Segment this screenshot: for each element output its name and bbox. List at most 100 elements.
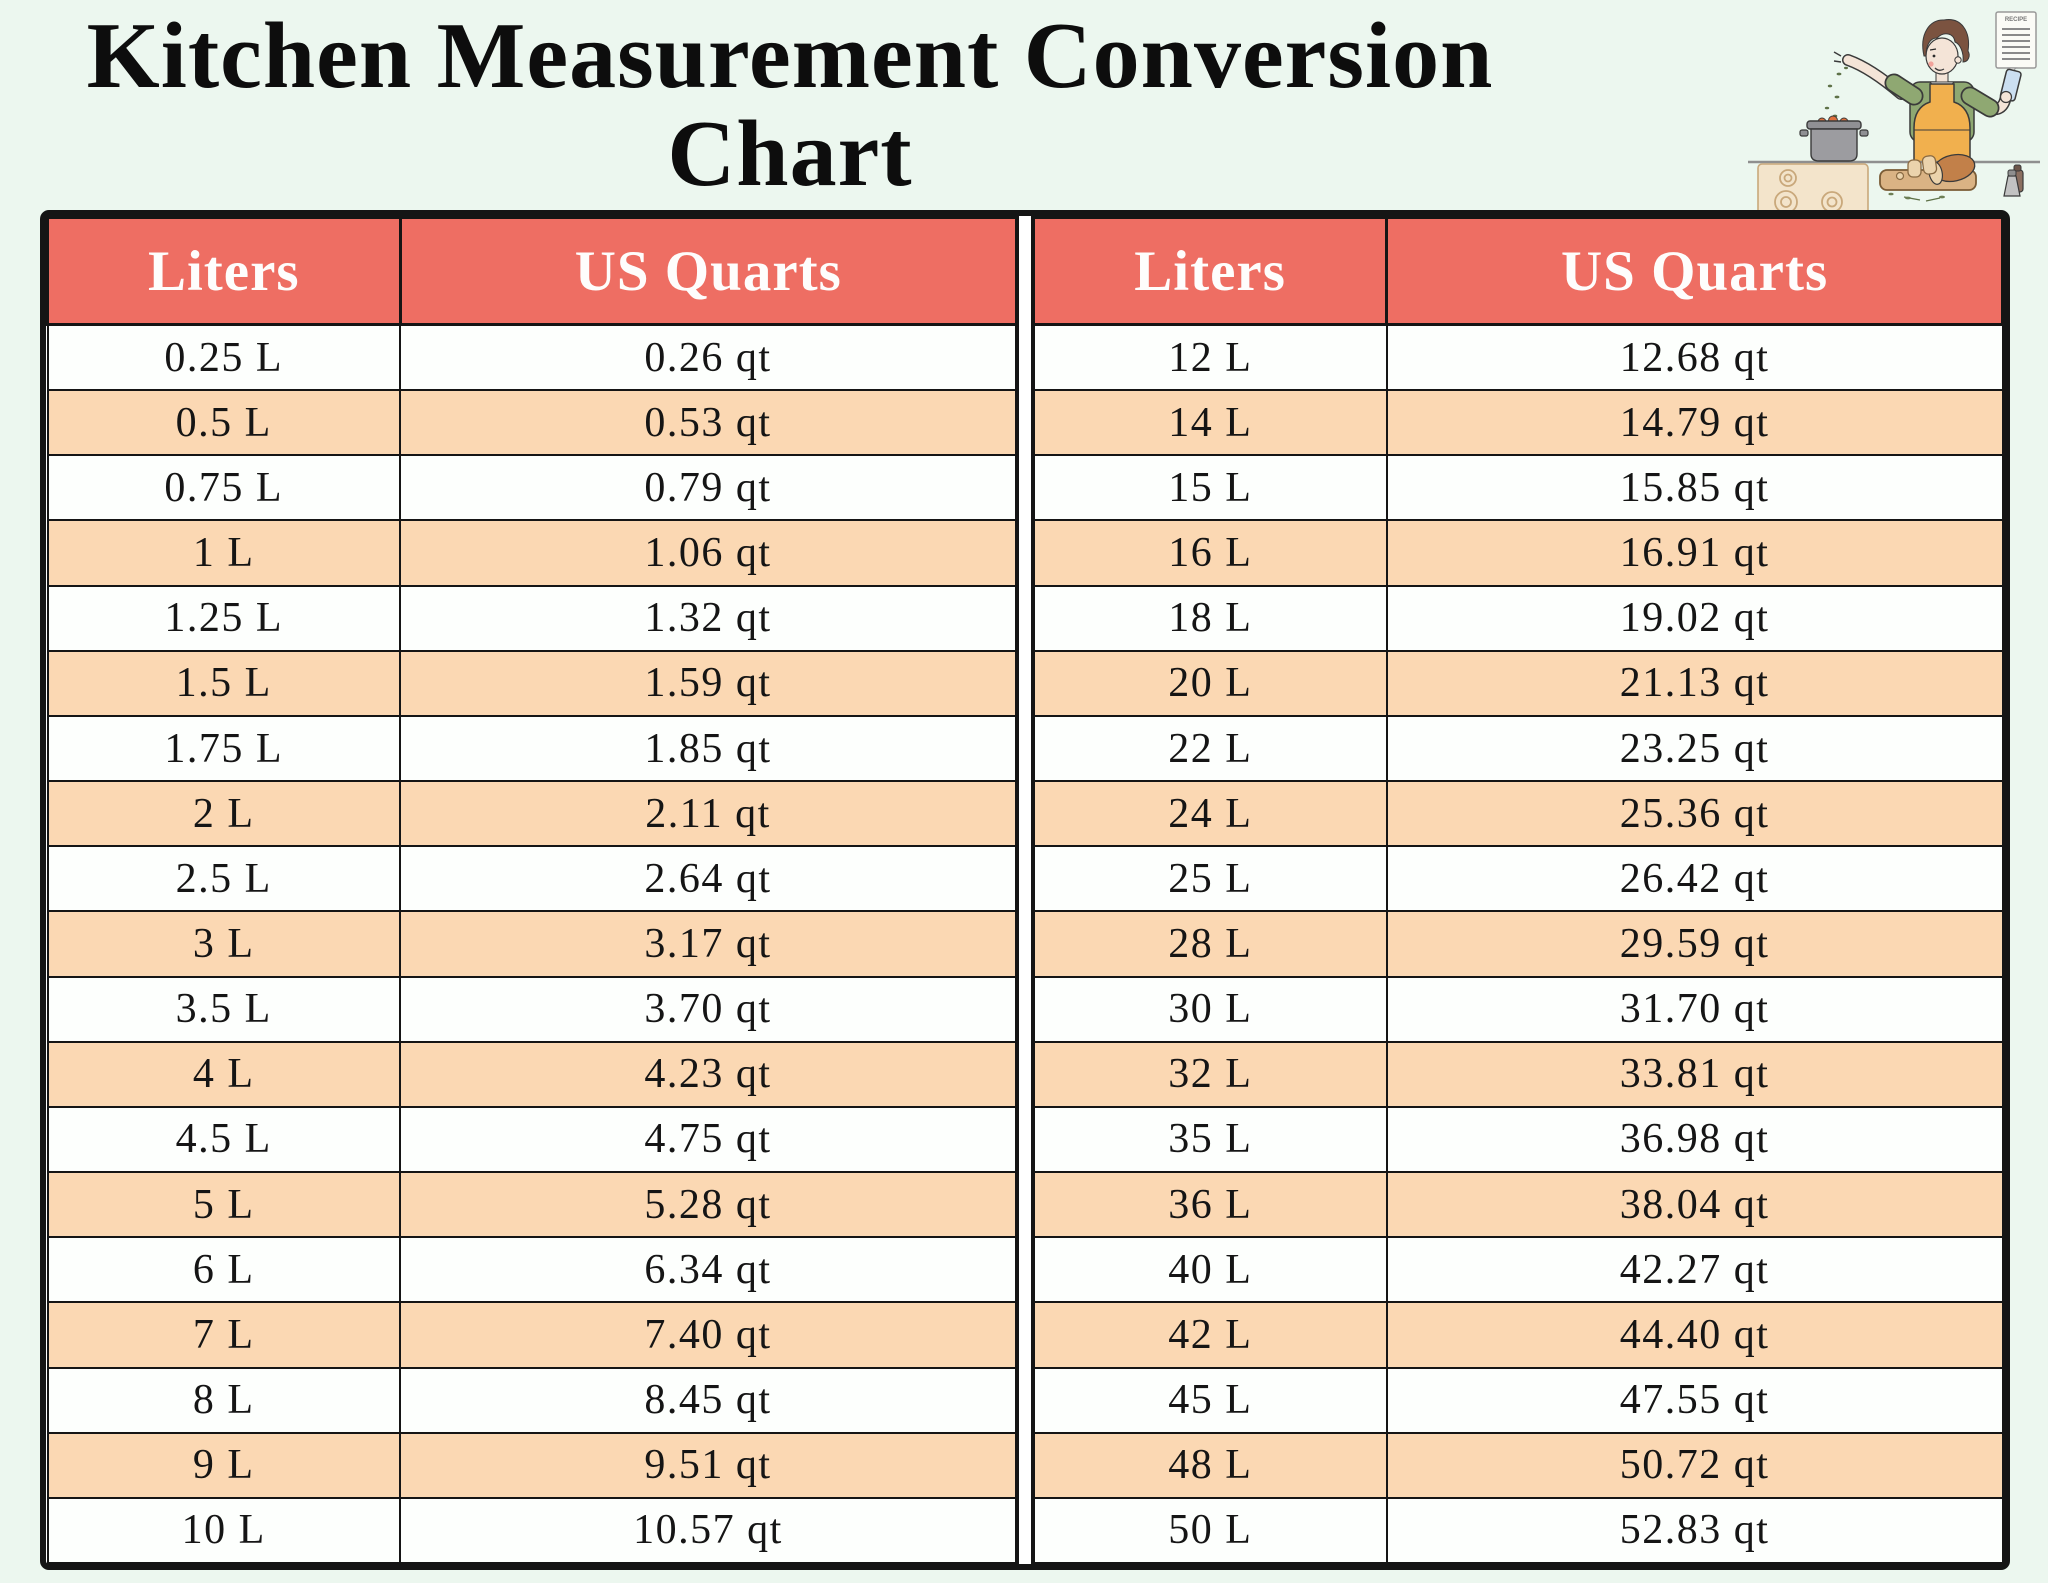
table-row: 2.5 L 2.64 qt	[46, 845, 1018, 913]
liters-cell: 4.5 L	[46, 1105, 402, 1174]
table-row: 16 L 16.91 qt	[1032, 519, 2004, 587]
table-row: 28 L 29.59 qt	[1032, 910, 2004, 978]
recipe-speech-bubble: RECIPE	[1995, 11, 2037, 81]
liters-cell: 25 L	[1032, 845, 1388, 913]
liters-cell: 18 L	[1032, 584, 1388, 652]
falling-herbs	[1824, 66, 1848, 118]
quarts-cell: 26.42 qt	[1385, 845, 2004, 913]
quarts-cell: 50.72 qt	[1385, 1431, 2004, 1499]
chef-figure	[1833, 19, 2022, 163]
quarts-cell: 19.02 qt	[1385, 584, 2004, 652]
table-row: 0.25 L 0.26 qt	[46, 323, 1018, 392]
table-row: 5 L 5.28 qt	[46, 1171, 1018, 1239]
table-row: 9 L 9.51 qt	[46, 1431, 1018, 1499]
table-row: 15 L 15.85 qt	[1032, 454, 2004, 522]
quarts-cell: 1.32 qt	[399, 584, 1018, 652]
quarts-cell: 12.68 qt	[1385, 323, 2004, 392]
table-row: 24 L 25.36 qt	[1032, 780, 2004, 848]
bread-slice	[1907, 159, 1922, 178]
liters-cell: 14 L	[1032, 389, 1388, 457]
liters-cell: 36 L	[1032, 1171, 1388, 1239]
quarts-cell: 44.40 qt	[1385, 1301, 2004, 1369]
table-row: 0.5 L 0.53 qt	[46, 389, 1018, 457]
recipe-label: RECIPE	[2005, 17, 2027, 23]
quarts-cell: 3.70 qt	[399, 975, 1018, 1043]
quarts-cell: 7.40 qt	[399, 1301, 1018, 1369]
liters-cell: 48 L	[1032, 1431, 1388, 1499]
conversion-table-right: Liters US Quarts 12 L 12.68 qt 14 L 14.79 q…	[1031, 216, 2004, 1565]
liters-cell: 6 L	[46, 1236, 402, 1304]
table-row: 30 L 31.70 qt	[1032, 975, 2004, 1043]
liters-cell: 1.75 L	[46, 714, 402, 783]
table-row: 40 L 42.27 qt	[1032, 1236, 2004, 1304]
quarts-cell: 0.79 qt	[399, 454, 1018, 522]
table-row: 12 L 12.68 qt	[1032, 323, 2004, 392]
stove	[1757, 163, 1869, 217]
table-row: 4 L 4.23 qt	[46, 1040, 1018, 1108]
quarts-cell: 4.23 qt	[399, 1040, 1018, 1108]
table-row: 3.5 L 3.70 qt	[46, 975, 1018, 1043]
head	[1925, 37, 1959, 75]
column-header-us-quarts: US Quarts	[1385, 216, 2004, 326]
hair	[1922, 19, 1970, 63]
table-row: 45 L 47.55 qt	[1032, 1366, 2004, 1434]
column-header-us-quarts: US Quarts	[398, 216, 1019, 326]
table-row: 32 L 33.81 qt	[1032, 1040, 2004, 1108]
table-row: 48 L 50.72 qt	[1032, 1431, 2004, 1499]
liters-cell: 28 L	[1032, 910, 1388, 978]
liters-cell: 15 L	[1032, 454, 1388, 522]
conversion-tables: Liters US Quarts 0.25 L 0.26 qt 0.5 L 0.53 …	[40, 210, 2010, 1570]
liters-cell: 35 L	[1032, 1105, 1388, 1174]
quarts-cell: 6.34 qt	[399, 1236, 1018, 1304]
quarts-cell: 36.98 qt	[1385, 1105, 2004, 1174]
liters-cell: 24 L	[1032, 780, 1388, 848]
liters-cell: 20 L	[1032, 649, 1388, 717]
blush	[1928, 61, 1934, 67]
quarts-cell: 29.59 qt	[1385, 910, 2004, 978]
liters-cell: 16 L	[1032, 519, 1388, 587]
table-row: 1.25 L 1.32 qt	[46, 584, 1018, 652]
table-row: 7 L 7.40 qt	[46, 1301, 1018, 1369]
quarts-cell: 1.59 qt	[399, 649, 1018, 717]
table-row: 25 L 26.42 qt	[1032, 845, 2004, 913]
table-header-row: Liters US Quarts	[46, 216, 1019, 326]
quarts-cell: 47.55 qt	[1385, 1366, 2004, 1434]
table-row: 1.5 L 1.59 qt	[46, 649, 1018, 717]
quarts-cell: 10.57 qt	[399, 1496, 1018, 1565]
liters-cell: 3.5 L	[46, 975, 402, 1043]
table-row: 14 L 14.79 qt	[1032, 389, 2004, 457]
quarts-cell: 1.85 qt	[399, 714, 1018, 783]
quarts-cell: 14.79 qt	[1385, 389, 2004, 457]
liters-cell: 0.25 L	[46, 323, 402, 392]
table-row: 36 L 38.04 qt	[1032, 1171, 2004, 1239]
column-header-liters: Liters	[1031, 216, 1389, 326]
liters-cell: 1.5 L	[46, 649, 402, 717]
quarts-cell: 0.53 qt	[399, 389, 1018, 457]
quarts-cell: 0.26 qt	[399, 323, 1018, 392]
quarts-cell: 16.91 qt	[1385, 519, 2004, 587]
liters-cell: 9 L	[46, 1431, 402, 1499]
cooking-pot	[1799, 115, 1869, 162]
table-row: 42 L 44.40 qt	[1032, 1301, 2004, 1369]
quarts-cell: 8.45 qt	[399, 1366, 1018, 1434]
quarts-cell: 4.75 qt	[399, 1105, 1018, 1174]
liters-cell: 2 L	[46, 780, 402, 848]
table-row: 22 L 23.25 qt	[1032, 714, 2004, 783]
quarts-cell: 42.27 qt	[1385, 1236, 2004, 1304]
liters-cell: 30 L	[1032, 975, 1388, 1043]
liters-cell: 8 L	[46, 1366, 402, 1434]
liters-cell: 22 L	[1032, 714, 1388, 783]
quarts-cell: 38.04 qt	[1385, 1171, 2004, 1239]
table-header-row: Liters US Quarts	[1031, 216, 2004, 326]
scattered-herbs	[1888, 192, 1945, 202]
table-row: 4.5 L 4.75 qt	[46, 1105, 1018, 1174]
table-row: 18 L 19.02 qt	[1032, 584, 2004, 652]
liters-cell: 45 L	[1032, 1366, 1388, 1434]
table-row: 0.75 L 0.79 qt	[46, 454, 1018, 522]
liters-cell: 12 L	[1032, 323, 1388, 392]
quarts-cell: 25.36 qt	[1385, 780, 2004, 848]
liters-cell: 0.75 L	[46, 454, 402, 522]
quarts-cell: 5.28 qt	[399, 1171, 1018, 1239]
ear	[1954, 56, 1962, 64]
